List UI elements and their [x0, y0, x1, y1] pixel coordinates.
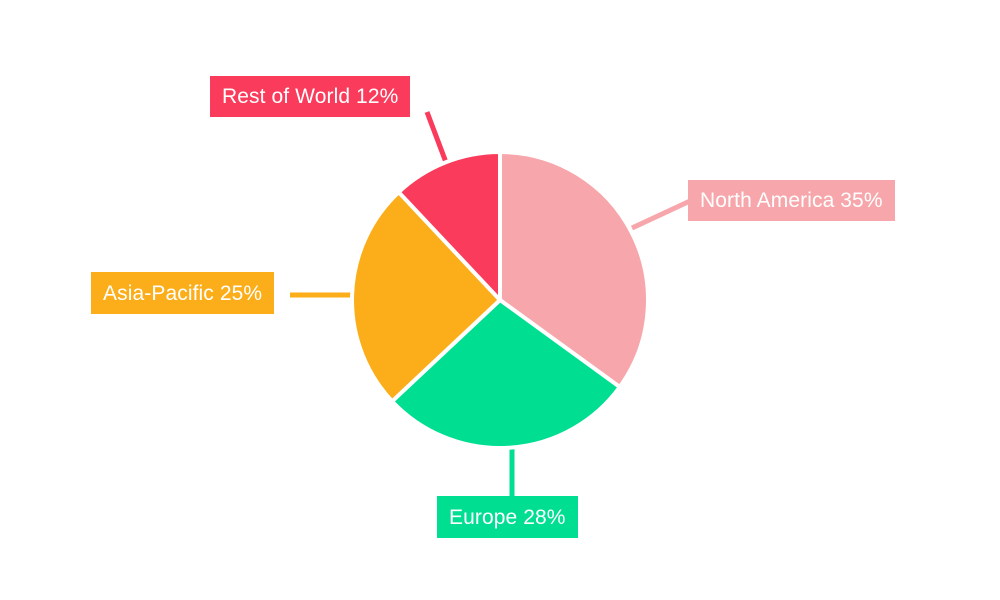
- pie-label-asia-pacific-text: Asia-Pacific 25%: [103, 281, 263, 305]
- leader-line-rest-of-world: [424, 111, 450, 166]
- pie-label-europe[interactable]: Europe 28%: [437, 496, 578, 538]
- pie-label-north-america-text: North America 35%: [700, 189, 883, 212]
- pie-label-rest-of-world-text: Rest of World 12%: [222, 85, 399, 108]
- leader-line-north-america: [630, 198, 692, 231]
- pie-label-europe-text: Europe 28%: [449, 505, 566, 529]
- pie-slice-rest-of-world[interactable]: [396, 150, 502, 302]
- pie-label-north-america[interactable]: North America 35%: [688, 180, 895, 221]
- pie-slice-asia-pacific[interactable]: [350, 190, 502, 404]
- pie-slices: [350, 150, 650, 450]
- pie-label-rest-of-world[interactable]: Rest of World 12%: [210, 76, 411, 117]
- pie-slice-europe[interactable]: [390, 298, 622, 450]
- pie-slice-north-america[interactable]: [498, 150, 650, 389]
- pie-label-asia-pacific[interactable]: Asia-Pacific 25%: [91, 272, 275, 314]
